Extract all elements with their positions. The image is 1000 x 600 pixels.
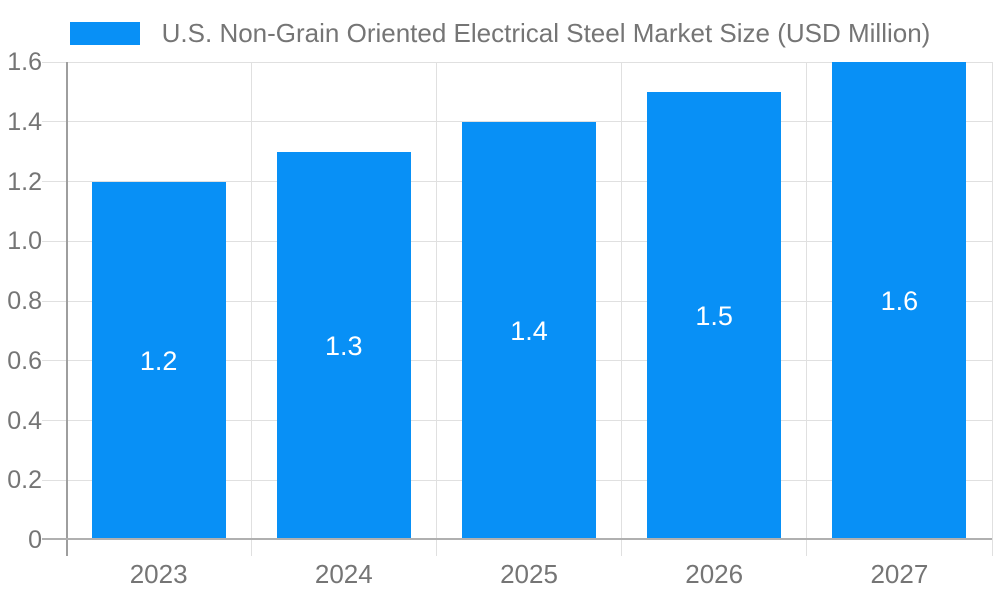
category-separator <box>435 62 437 556</box>
bar-2024[interactable]: 1.3 <box>276 151 411 540</box>
bar-value-label: 1.3 <box>325 330 363 361</box>
category-separator <box>806 62 808 556</box>
category-separator <box>621 62 623 556</box>
bar-value-label: 1.4 <box>510 315 548 346</box>
bar-value-label: 1.6 <box>880 286 919 316</box>
y-tick-label: 0.4 <box>7 406 42 435</box>
y-tick-label: 1.4 <box>7 107 42 136</box>
bar-value-label: 1.2 <box>139 345 178 376</box>
y-tick-label: 0.8 <box>7 287 42 315</box>
y-tick-label: 1.0 <box>7 227 42 256</box>
category-separator <box>250 62 252 556</box>
bar-value-label: 1.5 <box>695 300 733 331</box>
y-tick-label: 1.6 <box>7 48 42 76</box>
x-tick-label: 2025 <box>500 559 558 589</box>
gridline <box>42 61 992 63</box>
legend: U.S. Non-Grain Oriented Electrical Steel… <box>0 18 1000 48</box>
y-tick-label: 0 <box>28 526 42 554</box>
y-axis-line <box>66 62 68 556</box>
x-axis-labels: 2023 2024 2025 2026 2027 <box>66 559 992 591</box>
x-tick-label: 2027 <box>870 559 929 589</box>
category-separator <box>991 62 993 556</box>
y-tick-label: 1.2 <box>7 167 42 196</box>
chart-title: U.S. Non-Grain Oriented Electrical Steel… <box>161 18 931 48</box>
y-tick-label: 0.2 <box>7 466 42 495</box>
bar-2025[interactable]: 1.4 <box>462 121 596 540</box>
x-tick-label: 2026 <box>685 559 744 589</box>
y-axis-labels: 0 0.2 0.4 0.6 0.8 1.0 1.2 1.4 1.6 <box>0 48 42 554</box>
x-tick-label: 2024 <box>314 559 373 589</box>
x-tick-label: 2023 <box>129 559 188 589</box>
bar-2027[interactable]: 1.6 <box>832 62 967 540</box>
bar-2026[interactable]: 1.5 <box>647 91 782 540</box>
x-axis-baseline <box>42 538 992 540</box>
legend-swatch <box>69 21 140 45</box>
plot-area: 1.2 1.3 1.4 1.5 1.6 <box>42 61 993 556</box>
bar-2023[interactable]: 1.2 <box>91 181 226 540</box>
y-tick-label: 0.6 <box>7 346 42 375</box>
